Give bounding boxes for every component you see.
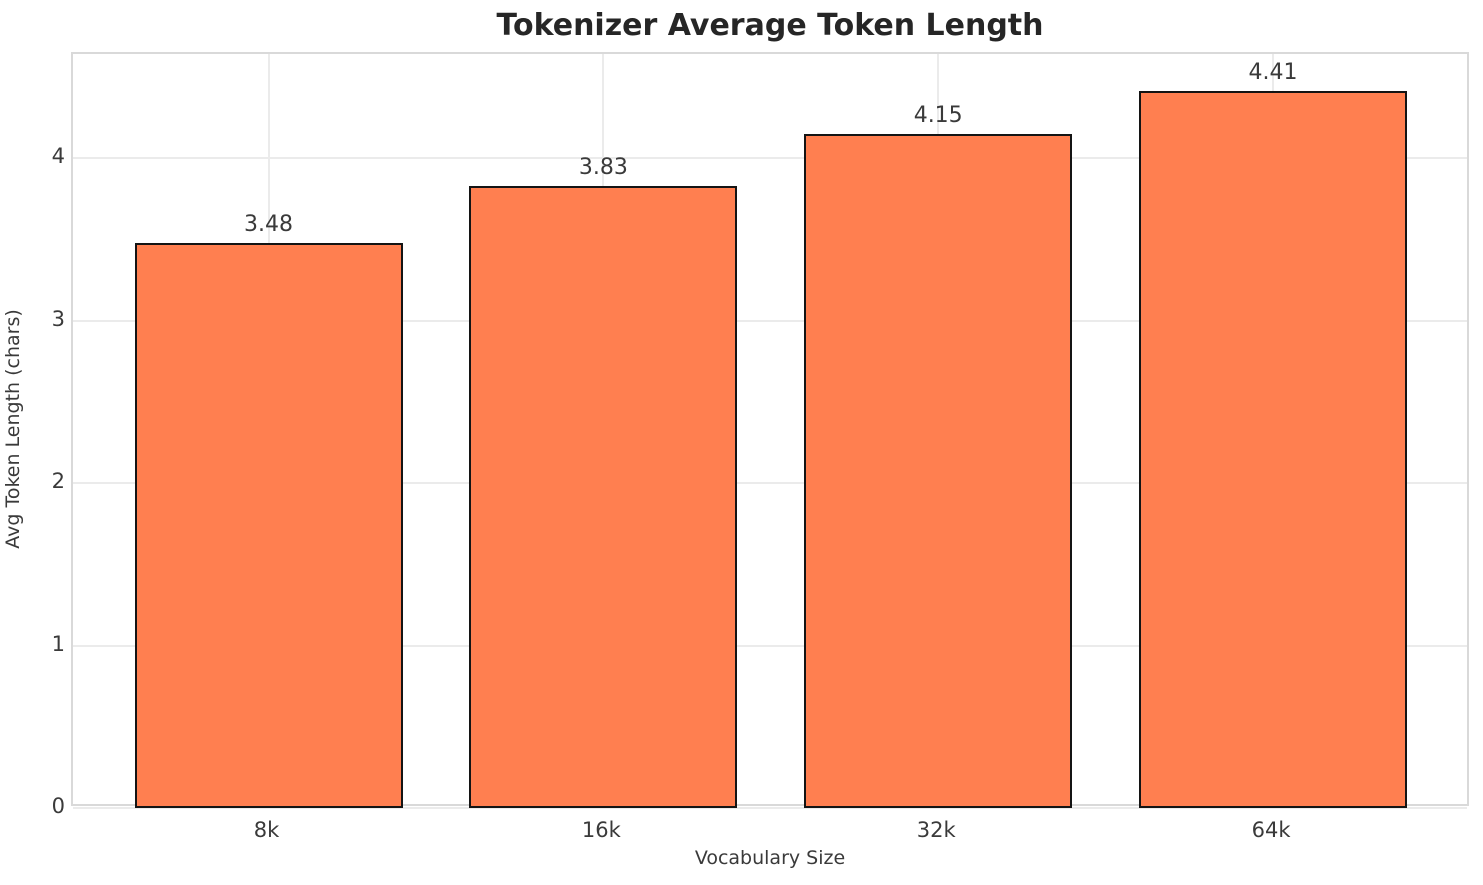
bar-value-label: 4.15 bbox=[913, 102, 963, 128]
y-axis-label: Avg Token Length (chars) bbox=[2, 309, 24, 549]
y-tick-label: 2 bbox=[51, 469, 65, 493]
y-tick-label: 4 bbox=[51, 144, 65, 168]
bar-16k bbox=[469, 185, 738, 808]
x-tick-label: 64k bbox=[1251, 818, 1291, 842]
x-tick-label: 16k bbox=[581, 818, 621, 842]
gridline-horizontal bbox=[73, 644, 1467, 647]
bar-value-label: 3.48 bbox=[244, 211, 293, 237]
x-tick-label: 8k bbox=[253, 818, 280, 842]
x-tick-label: 32k bbox=[916, 818, 956, 842]
x-axis-label: Vocabulary Size bbox=[694, 847, 846, 869]
gridline-horizontal bbox=[73, 807, 1467, 809]
y-tick-label: 1 bbox=[51, 631, 65, 656]
bar-32k bbox=[804, 133, 1073, 808]
bar-value-label: 3.83 bbox=[578, 154, 628, 180]
bar-value-label: 4.41 bbox=[1248, 60, 1298, 86]
plot-area: 3.48 3.83 4.15 4.41 bbox=[71, 52, 1469, 809]
chart-title: Tokenizer Average Token Length bbox=[496, 8, 1044, 43]
gridline-horizontal bbox=[73, 482, 1467, 484]
y-tick-label: 0 bbox=[51, 794, 65, 818]
bar-8k bbox=[134, 242, 403, 808]
y-tick-label: 3 bbox=[51, 306, 65, 331]
gridline-horizontal bbox=[73, 319, 1467, 322]
gridline-horizontal bbox=[73, 157, 1467, 159]
bar-64k bbox=[1139, 91, 1408, 808]
